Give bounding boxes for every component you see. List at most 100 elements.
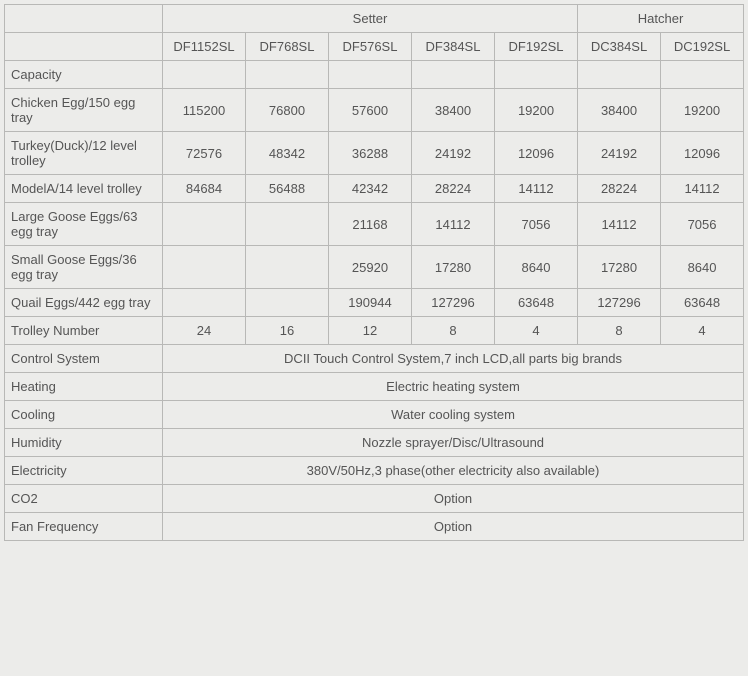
cell-value: 17280 [578,246,661,289]
cell-value: 14112 [578,203,661,246]
cell-value-span: DCII Touch Control System,7 inch LCD,all… [163,345,744,373]
cell-value: 16 [246,317,329,345]
table-row: Electricity380V/50Hz,3 phase(other elect… [5,457,744,485]
header-hatcher: Hatcher [578,5,744,33]
cell-value [578,61,661,89]
cell-value: 24 [163,317,246,345]
cell-value: 4 [661,317,744,345]
cell-value: 8640 [661,246,744,289]
model-col: DF1152SL [163,33,246,61]
table-row: HumidityNozzle sprayer/Disc/Ultrasound [5,429,744,457]
cell-value [163,203,246,246]
table-row: ModelA/14 level trolley84684564884234228… [5,175,744,203]
cell-value: 14112 [412,203,495,246]
cell-value: 19200 [661,89,744,132]
cell-value-span: Option [163,485,744,513]
table-row: HeatingElectric heating system [5,373,744,401]
cell-value-span: Option [163,513,744,541]
cell-value: 8640 [495,246,578,289]
cell-value: 48342 [246,132,329,175]
table-row: Trolley Number2416128484 [5,317,744,345]
cell-value: 38400 [412,89,495,132]
model-col: DF576SL [329,33,412,61]
spec-table: Setter Hatcher DF1152SL DF768SL DF576SL … [4,4,744,541]
cell-value [246,289,329,317]
cell-value: 17280 [412,246,495,289]
cell-value: 84684 [163,175,246,203]
cell-value: 24192 [412,132,495,175]
model-col: DC384SL [578,33,661,61]
cell-value: 24192 [578,132,661,175]
row-label: Heating [5,373,163,401]
table-row: CoolingWater cooling system [5,401,744,429]
row-label: Small Goose Eggs/36 egg tray [5,246,163,289]
model-col: DF384SL [412,33,495,61]
cell-value [661,61,744,89]
header-row-models: DF1152SL DF768SL DF576SL DF384SL DF192SL… [5,33,744,61]
model-col: DC192SL [661,33,744,61]
row-label: Fan Frequency [5,513,163,541]
model-col: DF192SL [495,33,578,61]
cell-value [495,61,578,89]
cell-value: 25920 [329,246,412,289]
row-label: Capacity [5,61,163,89]
cell-value: 8 [578,317,661,345]
model-col: DF768SL [246,33,329,61]
header-setter: Setter [163,5,578,33]
cell-value [412,61,495,89]
table-row: CO2Option [5,485,744,513]
table-row: Chicken Egg/150 egg tray1152007680057600… [5,89,744,132]
cell-value: 127296 [578,289,661,317]
cell-value: 76800 [246,89,329,132]
row-label: Chicken Egg/150 egg tray [5,89,163,132]
cell-value [329,61,412,89]
header-blank-2 [5,33,163,61]
cell-value-span: Nozzle sprayer/Disc/Ultrasound [163,429,744,457]
cell-value: 72576 [163,132,246,175]
table-row: Fan FrequencyOption [5,513,744,541]
row-label: Quail Eggs/442 egg tray [5,289,163,317]
row-label: CO2 [5,485,163,513]
row-label: Electricity [5,457,163,485]
header-blank [5,5,163,33]
row-label: ModelA/14 level trolley [5,175,163,203]
row-label: Trolley Number [5,317,163,345]
header-row-groups: Setter Hatcher [5,5,744,33]
row-label: Large Goose Eggs/63 egg tray [5,203,163,246]
cell-value: 38400 [578,89,661,132]
cell-value-span: Electric heating system [163,373,744,401]
cell-value: 56488 [246,175,329,203]
cell-value: 63648 [661,289,744,317]
table-row: Capacity [5,61,744,89]
cell-value: 63648 [495,289,578,317]
table-row: Control SystemDCII Touch Control System,… [5,345,744,373]
cell-value: 127296 [412,289,495,317]
cell-value: 57600 [329,89,412,132]
cell-value: 28224 [412,175,495,203]
cell-value: 8 [412,317,495,345]
cell-value: 115200 [163,89,246,132]
cell-value: 7056 [661,203,744,246]
table-row: Small Goose Eggs/36 egg tray259201728086… [5,246,744,289]
table-row: Turkey(Duck)/12 level trolley72576483423… [5,132,744,175]
cell-value: 28224 [578,175,661,203]
cell-value [246,246,329,289]
table-row: Large Goose Eggs/63 egg tray211681411270… [5,203,744,246]
row-label: Control System [5,345,163,373]
cell-value: 190944 [329,289,412,317]
row-label: Humidity [5,429,163,457]
cell-value: 12 [329,317,412,345]
cell-value: 14112 [495,175,578,203]
cell-value: 12096 [495,132,578,175]
cell-value: 12096 [661,132,744,175]
row-label: Cooling [5,401,163,429]
cell-value: 19200 [495,89,578,132]
table-row: Quail Eggs/442 egg tray19094412729663648… [5,289,744,317]
cell-value: 4 [495,317,578,345]
cell-value [163,246,246,289]
cell-value [163,61,246,89]
cell-value: 21168 [329,203,412,246]
cell-value: 36288 [329,132,412,175]
cell-value [246,61,329,89]
cell-value [246,203,329,246]
